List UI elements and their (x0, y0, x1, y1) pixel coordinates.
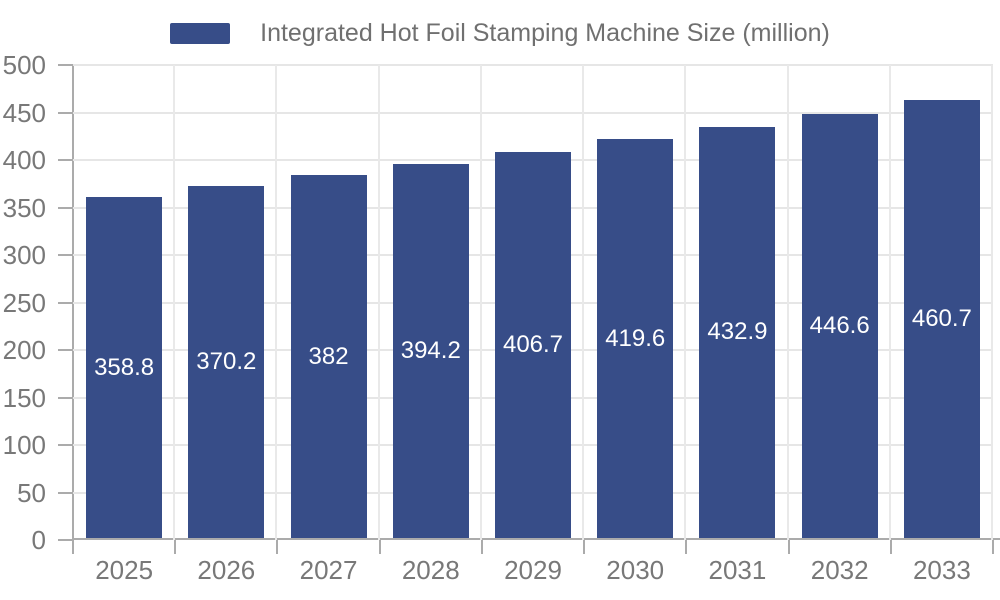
y-axis-tick-label: 350 (2, 192, 46, 223)
x-axis-tick (583, 540, 586, 554)
x-axis-tick-label: 2031 (708, 555, 767, 585)
bar[interactable]: 382 (290, 175, 367, 538)
y-axis-tick-label: 200 (2, 335, 46, 365)
x-axis-tick-label: 2025 (95, 555, 154, 585)
bar-value-label: 446.6 (809, 311, 870, 339)
y-axis-tick (58, 444, 73, 446)
y-axis-tick (58, 396, 73, 399)
bar-value-label: 358.8 (94, 353, 155, 381)
y-axis-tick-label: 100 (2, 430, 46, 460)
bar[interactable]: 432.9 (699, 126, 776, 538)
grid-line-vertical (888, 65, 891, 540)
plot-area: 0 50 100 150 200 250 300 350 400 450 500 358.8 2025 3… (3, 51, 1000, 585)
bar-value-label: 406.7 (502, 330, 564, 358)
y-axis-tick-label: 0 (31, 525, 46, 555)
legend-label: Integrated Hot Foil Stamping Machine Siz… (260, 18, 830, 47)
y-axis-tick (58, 301, 73, 304)
y-axis-tick (58, 206, 73, 209)
x-axis-tick-label: 2027 (299, 555, 358, 585)
x-axis-tick-label: 2032 (810, 555, 869, 585)
grid-line-vertical (991, 65, 993, 540)
x-axis-tick (276, 540, 279, 554)
bar-value-label: 419.6 (605, 324, 666, 352)
bar[interactable]: 460.7 (903, 100, 980, 538)
bar-value-label: 382 (308, 342, 349, 370)
x-axis-tick-label: 2033 (912, 555, 971, 585)
bar-value-label: 370.2 (196, 348, 257, 376)
grid-line-vertical (479, 65, 482, 540)
y-axis-tick-label: 50 (17, 477, 46, 508)
x-axis-tick-label: 2028 (401, 555, 460, 585)
x-axis-tick-label: 2030 (606, 555, 665, 585)
x-axis-tick-label: 2026 (197, 555, 256, 585)
x-axis-tick-label: 2029 (504, 555, 562, 585)
x-axis-tick (787, 540, 790, 554)
y-axis-tick-label: 150 (2, 382, 46, 413)
bar[interactable]: 419.6 (597, 139, 674, 538)
y-axis-tick-label: 500 (2, 50, 46, 80)
bar[interactable]: 358.8 (86, 197, 163, 538)
legend-item[interactable]: Integrated Hot Foil Stamping Machine Siz… (0, 16, 1000, 50)
x-axis-tick (685, 540, 688, 554)
bar-value-label: 432.9 (707, 318, 768, 346)
grid-line-horizontal (73, 64, 993, 66)
grid-line-vertical (786, 65, 789, 540)
y-axis-tick (58, 539, 73, 541)
y-axis-tick (58, 254, 73, 256)
bar[interactable]: 394.2 (392, 163, 469, 538)
grid-line-vertical (275, 65, 278, 540)
x-axis-tick (992, 540, 994, 554)
y-axis-tick (58, 491, 73, 494)
y-axis-tick (58, 111, 73, 114)
y-axis-tick-label: 450 (2, 97, 46, 128)
y-axis-tick-label: 250 (2, 287, 46, 318)
x-axis-tick (378, 540, 381, 554)
x-axis-tick (889, 540, 892, 554)
y-axis-tick-label: 400 (2, 145, 46, 175)
bar[interactable]: 406.7 (495, 151, 571, 538)
grid-line-horizontal (73, 111, 993, 114)
x-axis-line (72, 538, 1000, 540)
y-axis-tick (58, 64, 73, 66)
x-axis-tick (72, 540, 74, 554)
grid-line-vertical (684, 65, 687, 540)
grid-line-vertical (377, 65, 380, 540)
x-axis-tick (174, 540, 177, 554)
y-axis-tick-label: 300 (2, 240, 46, 270)
y-axis-line (72, 65, 74, 554)
legend-swatch (170, 22, 231, 44)
grid-line-vertical (582, 65, 585, 540)
y-axis-tick (58, 159, 73, 161)
bar-value-label: 394.2 (400, 336, 461, 364)
bar[interactable]: 370.2 (188, 186, 265, 538)
grid-line-vertical (173, 65, 176, 540)
bar[interactable]: 446.6 (801, 113, 878, 538)
bar-value-label: 460.7 (911, 305, 972, 333)
x-axis-tick (480, 540, 483, 554)
y-axis-tick (58, 349, 73, 351)
